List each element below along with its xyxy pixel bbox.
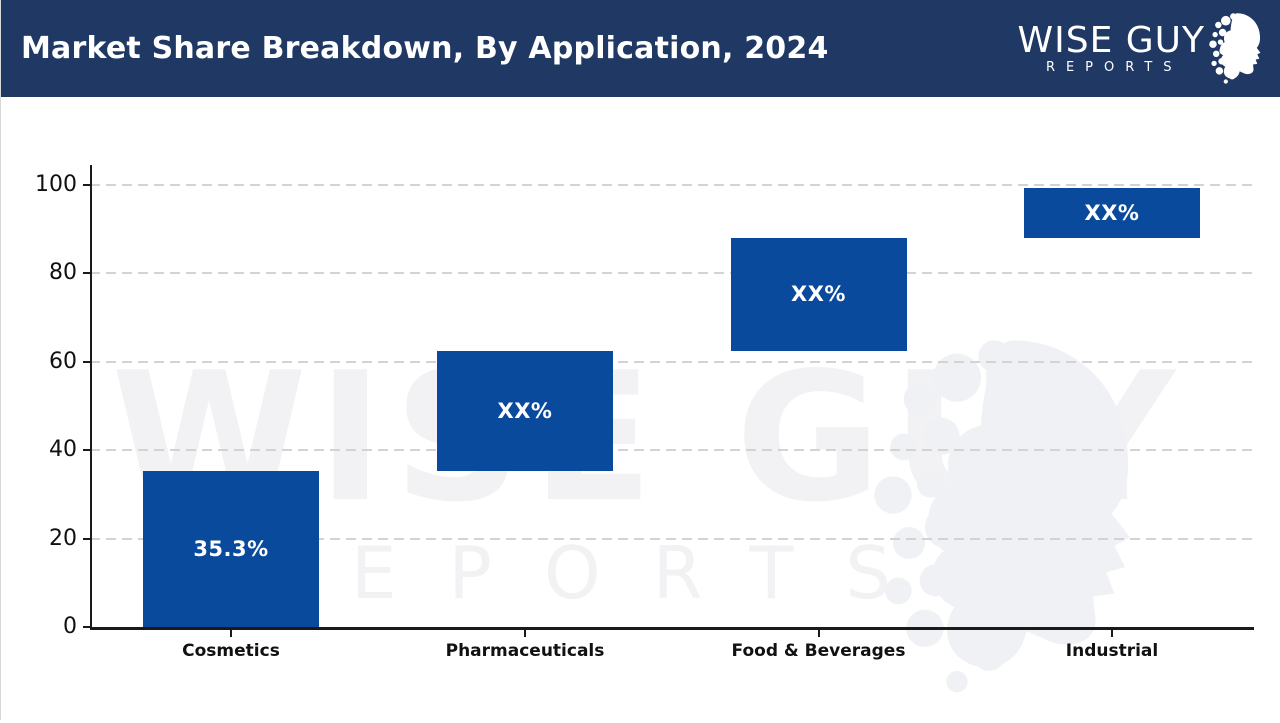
y-tick-40 bbox=[83, 449, 90, 451]
bar-label-cosmetics: 35.3% bbox=[193, 536, 269, 561]
y-axis-line bbox=[90, 165, 92, 630]
y-tick-60 bbox=[83, 360, 90, 363]
y-tick-label-0: 0 bbox=[63, 614, 77, 639]
logo-wordmark: WISE GUY bbox=[1017, 19, 1205, 61]
y-tick-0 bbox=[83, 626, 90, 628]
watermark-face-profile-icon bbox=[863, 319, 1163, 723]
x-tick-label-industrial: Industrial bbox=[1065, 641, 1159, 661]
chart-canvas: WISE GUY REPORTS 0 20 40 60 80 100 35.3% Cosmet… bbox=[1, 97, 1280, 720]
x-tick-label-pharmaceuticals: Pharmaceuticals bbox=[445, 641, 605, 661]
gridline-100 bbox=[90, 183, 1254, 186]
gridline-40 bbox=[90, 449, 1254, 451]
y-tick-80 bbox=[83, 272, 90, 274]
gridline-60 bbox=[90, 360, 1254, 363]
x-tick-pharmaceuticals bbox=[524, 630, 526, 637]
bar-pharmaceuticals: XX% bbox=[437, 350, 613, 471]
x-tick-industrial bbox=[1111, 630, 1113, 637]
face-profile-icon bbox=[1207, 9, 1267, 89]
bar-cosmetics: 35.3% bbox=[143, 470, 319, 627]
bar-label-pharmaceuticals: XX% bbox=[497, 398, 553, 423]
x-tick-cosmetics bbox=[230, 630, 232, 637]
gridline-20 bbox=[90, 537, 1254, 540]
y-tick-100 bbox=[83, 183, 90, 186]
watermark-subtitle: REPORTS bbox=[249, 531, 944, 615]
y-tick-20 bbox=[83, 537, 90, 540]
x-tick-label-cosmetics: Cosmetics bbox=[182, 641, 280, 661]
y-tick-label-80: 80 bbox=[49, 260, 77, 285]
x-tick-food-beverages bbox=[817, 630, 820, 637]
bar-label-industrial: XX% bbox=[1084, 200, 1140, 225]
gridline-80 bbox=[90, 272, 1254, 274]
y-tick-label-60: 60 bbox=[49, 348, 77, 374]
bar-label-food-beverages: XX% bbox=[791, 282, 846, 307]
chart-title: Market Share Breakdown, By Application, … bbox=[21, 31, 829, 66]
x-axis-line bbox=[90, 627, 1254, 630]
bar-food-beverages: XX% bbox=[730, 237, 907, 351]
y-tick-label-40: 40 bbox=[49, 437, 77, 462]
logo-text: WISE GUY REPORTS bbox=[1017, 19, 1206, 76]
logo-subtitle: REPORTS bbox=[1045, 60, 1183, 76]
header-bar: Market Share Breakdown, By Application, … bbox=[1, 0, 1280, 97]
bar-industrial: XX% bbox=[1024, 188, 1200, 238]
x-tick-label-food-beverages: Food & Beverages bbox=[731, 641, 906, 661]
y-tick-label-20: 20 bbox=[49, 525, 77, 551]
y-tick-label-100: 100 bbox=[35, 171, 77, 197]
wise-guy-logo: WISE GUY REPORTS bbox=[1018, 9, 1268, 89]
